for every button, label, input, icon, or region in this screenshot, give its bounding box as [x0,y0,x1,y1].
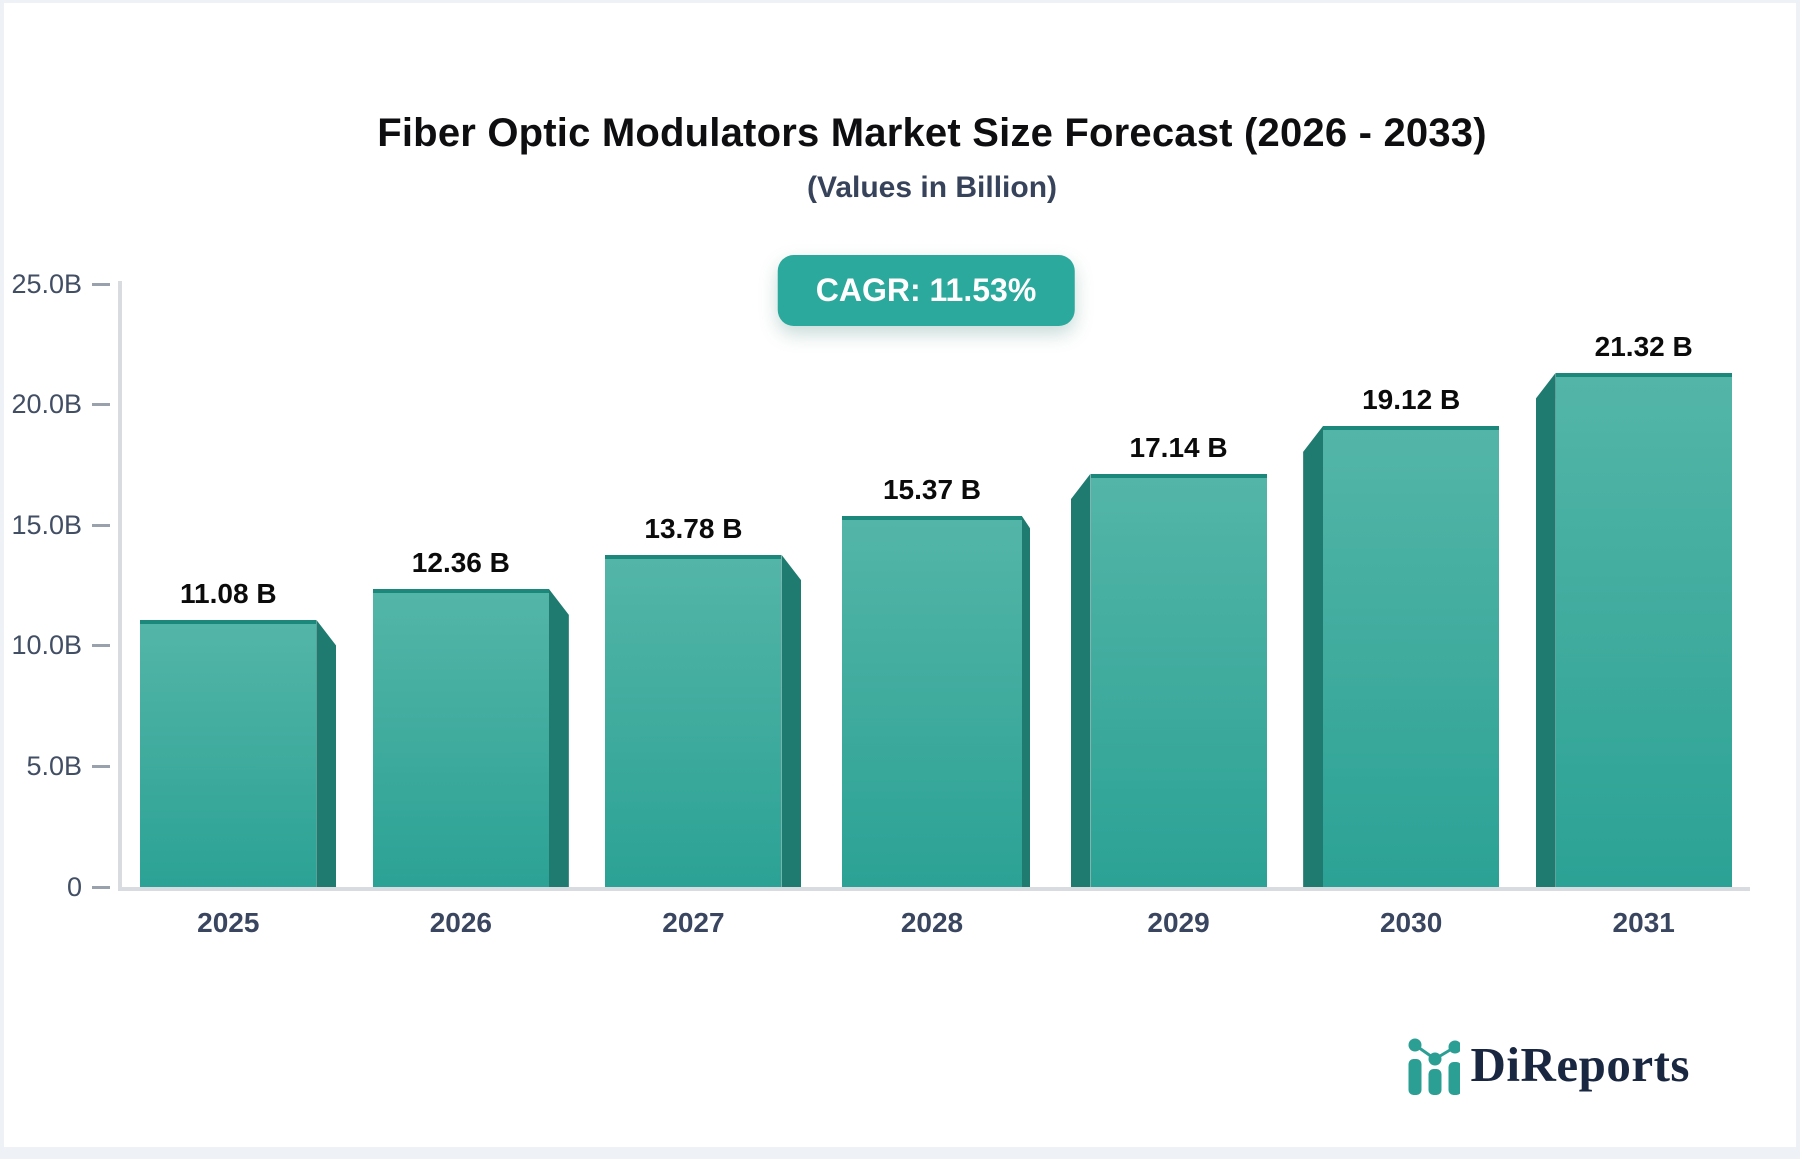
bar-side-face [1070,473,1091,887]
bar [842,516,1022,887]
y-axis-label: 20.0B [11,389,82,420]
y-axis-line [118,281,122,891]
x-axis-label: 2025 [197,907,260,938]
y-axis-tick [92,523,110,527]
y-axis-label: 25.0B [11,268,82,299]
mini-bar-chart-logo-icon [1408,1038,1461,1095]
bar-side-face [1303,425,1324,887]
x-axis-label: 2031 [1612,907,1675,938]
bar [1323,425,1500,887]
bar-value-label: 13.78 B [644,512,743,544]
bar-chart-plot-area: 25.0B 20.0B 15.0B 10.0B 5.0B 0 11.08 B 2025 12.3… [4,3,1800,1159]
x-axis-label: 2029 [1147,907,1210,938]
y-axis-tick [92,764,110,768]
bar-side-face [1022,516,1030,887]
chart-canvas: Fiber Optic Modulators Market Size Forec… [4,3,1796,1147]
bar [140,619,317,887]
brand-logo: DiReports [1406,1033,1690,1095]
y-axis-label: 0 [66,871,82,902]
x-axis-label: 2026 [429,907,492,938]
bar-value-label: 21.32 B [1594,330,1693,362]
page-subtitle: (Values in Billion) [806,171,1058,204]
x-axis-label: 2028 [900,907,964,938]
x-axis-label: 2027 [662,907,725,938]
x-axis-label: 2030 [1379,907,1443,938]
bar-value-label: 19.12 B [1362,383,1461,415]
y-axis-tick [92,282,110,286]
bar-value-label: 11.08 B [180,577,277,609]
y-axis-label: 15.0B [11,509,82,540]
y-axis-tick [92,644,110,648]
y-axis-tick [92,403,110,407]
bar-value-label: 12.36 B [411,546,510,578]
bar [1555,372,1732,887]
y-axis-tick [92,885,110,889]
bar-side-face [781,554,802,887]
brand-name: DiReports [1470,1036,1690,1092]
y-axis-label: 5.0B [26,750,82,781]
bar-side-face [548,588,569,887]
x-axis-line [118,887,1750,891]
y-axis-label: 10.0B [11,630,82,661]
bar-value-label: 17.14 B [1129,431,1228,463]
bar-side-face [316,619,337,887]
bar [372,588,549,887]
bar-value-label: 15.37 B [882,474,982,506]
bar [1090,473,1267,887]
cagr-badge: CAGR: 11.53% [777,255,1075,326]
bar-side-face [1535,372,1556,887]
page-title: Fiber Optic Modulators Market Size Forec… [377,111,1487,155]
bar [605,554,782,887]
